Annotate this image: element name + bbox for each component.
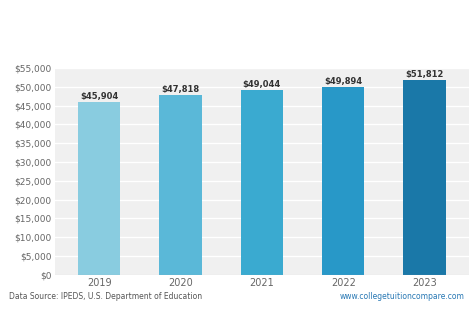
Text: $51,812: $51,812 (405, 70, 444, 79)
Bar (78, 102, 120, 275)
Text: University of Portland 2023 Undergraduate Tuition & Fees: University of Portland 2023 Undergraduat… (19, 13, 455, 26)
Text: $45,904: $45,904 (80, 92, 118, 101)
Text: $49,894: $49,894 (324, 77, 362, 86)
Bar (322, 87, 365, 275)
Bar (241, 90, 283, 275)
Bar (403, 80, 446, 275)
Text: www.collegetuitioncompare.com: www.collegetuitioncompare.com (340, 292, 465, 301)
Text: $49,044: $49,044 (243, 80, 281, 89)
Text: (2019 - 2023): (2019 - 2023) (201, 40, 273, 49)
Bar (159, 95, 202, 275)
Text: $47,818: $47,818 (162, 85, 200, 94)
Text: Data Source: IPEDS, U.S. Department of Education: Data Source: IPEDS, U.S. Department of E… (9, 292, 202, 301)
